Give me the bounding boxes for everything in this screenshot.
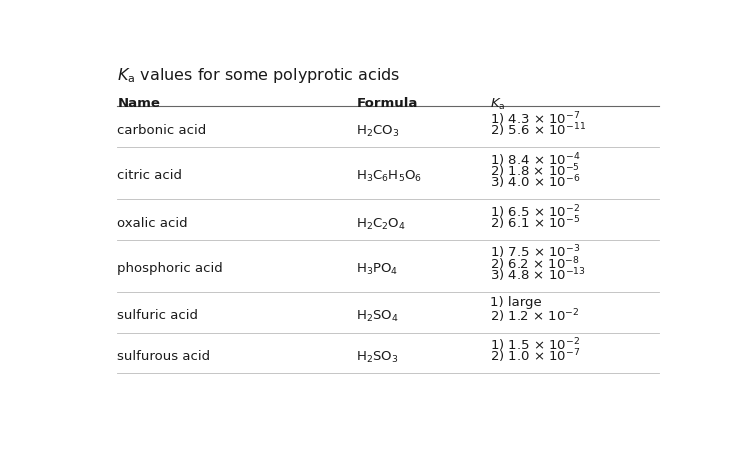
Text: carbonic acid: carbonic acid: [117, 124, 207, 137]
Text: 3) 4.8 × 10$^{-13}$: 3) 4.8 × 10$^{-13}$: [490, 266, 586, 284]
Text: 2) 1.2 × 10$^{-2}$: 2) 1.2 × 10$^{-2}$: [490, 307, 580, 324]
Text: 1) 1.5 × 10$^{-2}$: 1) 1.5 × 10$^{-2}$: [490, 337, 581, 354]
Text: H$_{2}$CO$_{3}$: H$_{2}$CO$_{3}$: [356, 124, 399, 139]
Text: Name: Name: [117, 97, 160, 110]
Text: sulfuric acid: sulfuric acid: [117, 309, 199, 322]
Text: H$_{2}$C$_{2}$O$_{4}$: H$_{2}$C$_{2}$O$_{4}$: [356, 216, 406, 232]
Text: Formula: Formula: [356, 97, 417, 110]
Text: 2) 6.2 × 10$^{-8}$: 2) 6.2 × 10$^{-8}$: [490, 255, 580, 273]
Text: sulfurous acid: sulfurous acid: [117, 350, 211, 363]
Text: 1) 7.5 × 10$^{-3}$: 1) 7.5 × 10$^{-3}$: [490, 244, 581, 261]
Text: $\it{K}_{\mathrm{a}}$: $\it{K}_{\mathrm{a}}$: [490, 97, 506, 112]
Text: 1) 6.5 × 10$^{-2}$: 1) 6.5 × 10$^{-2}$: [490, 203, 581, 220]
Text: H$_{3}$PO$_{4}$: H$_{3}$PO$_{4}$: [356, 261, 399, 277]
Text: $\it{K}_{\mathrm{a}}$ values for some polyprotic acids: $\it{K}_{\mathrm{a}}$ values for some po…: [117, 66, 401, 85]
Text: 2) 6.1 × 10$^{-5}$: 2) 6.1 × 10$^{-5}$: [490, 214, 581, 232]
Text: 2) 5.6 × 10$^{-11}$: 2) 5.6 × 10$^{-11}$: [490, 121, 587, 139]
Text: 2) 1.8 × 10$^{-5}$: 2) 1.8 × 10$^{-5}$: [490, 162, 580, 180]
Text: 1) large: 1) large: [490, 296, 542, 309]
Text: 3) 4.0 × 10$^{-6}$: 3) 4.0 × 10$^{-6}$: [490, 173, 581, 191]
Text: H$_{2}$SO$_{3}$: H$_{2}$SO$_{3}$: [356, 350, 399, 365]
Text: H$_{2}$SO$_{4}$: H$_{2}$SO$_{4}$: [356, 309, 399, 324]
Text: 2) 1.0 × 10$^{-7}$: 2) 1.0 × 10$^{-7}$: [490, 348, 581, 365]
Text: citric acid: citric acid: [117, 169, 182, 182]
Text: 1) 4.3 × 10$^{-7}$: 1) 4.3 × 10$^{-7}$: [490, 110, 581, 128]
Text: oxalic acid: oxalic acid: [117, 216, 188, 230]
Text: 1) 8.4 × 10$^{-4}$: 1) 8.4 × 10$^{-4}$: [490, 151, 581, 169]
Text: H$_{3}$C$_{6}$H$_{5}$O$_{6}$: H$_{3}$C$_{6}$H$_{5}$O$_{6}$: [356, 169, 423, 184]
Text: phosphoric acid: phosphoric acid: [117, 261, 223, 274]
